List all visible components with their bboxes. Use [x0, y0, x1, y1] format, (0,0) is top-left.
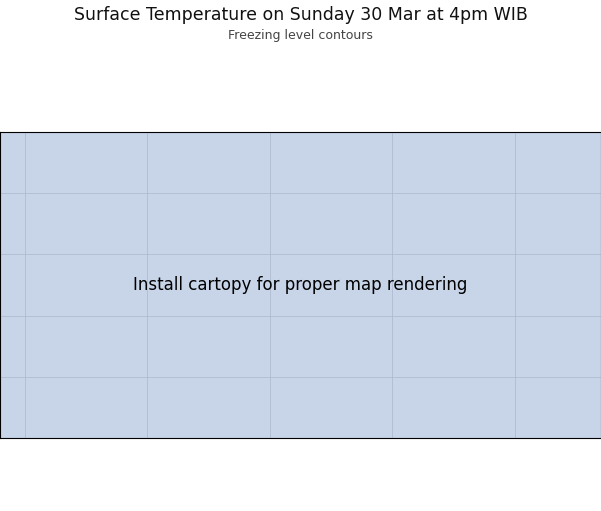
Text: Surface Temperature on Sunday 30 Mar at 4pm WIB: Surface Temperature on Sunday 30 Mar at … [73, 6, 528, 24]
Text: Freezing level contours: Freezing level contours [228, 29, 373, 42]
Text: Install cartopy for proper map rendering: Install cartopy for proper map rendering [133, 276, 468, 294]
